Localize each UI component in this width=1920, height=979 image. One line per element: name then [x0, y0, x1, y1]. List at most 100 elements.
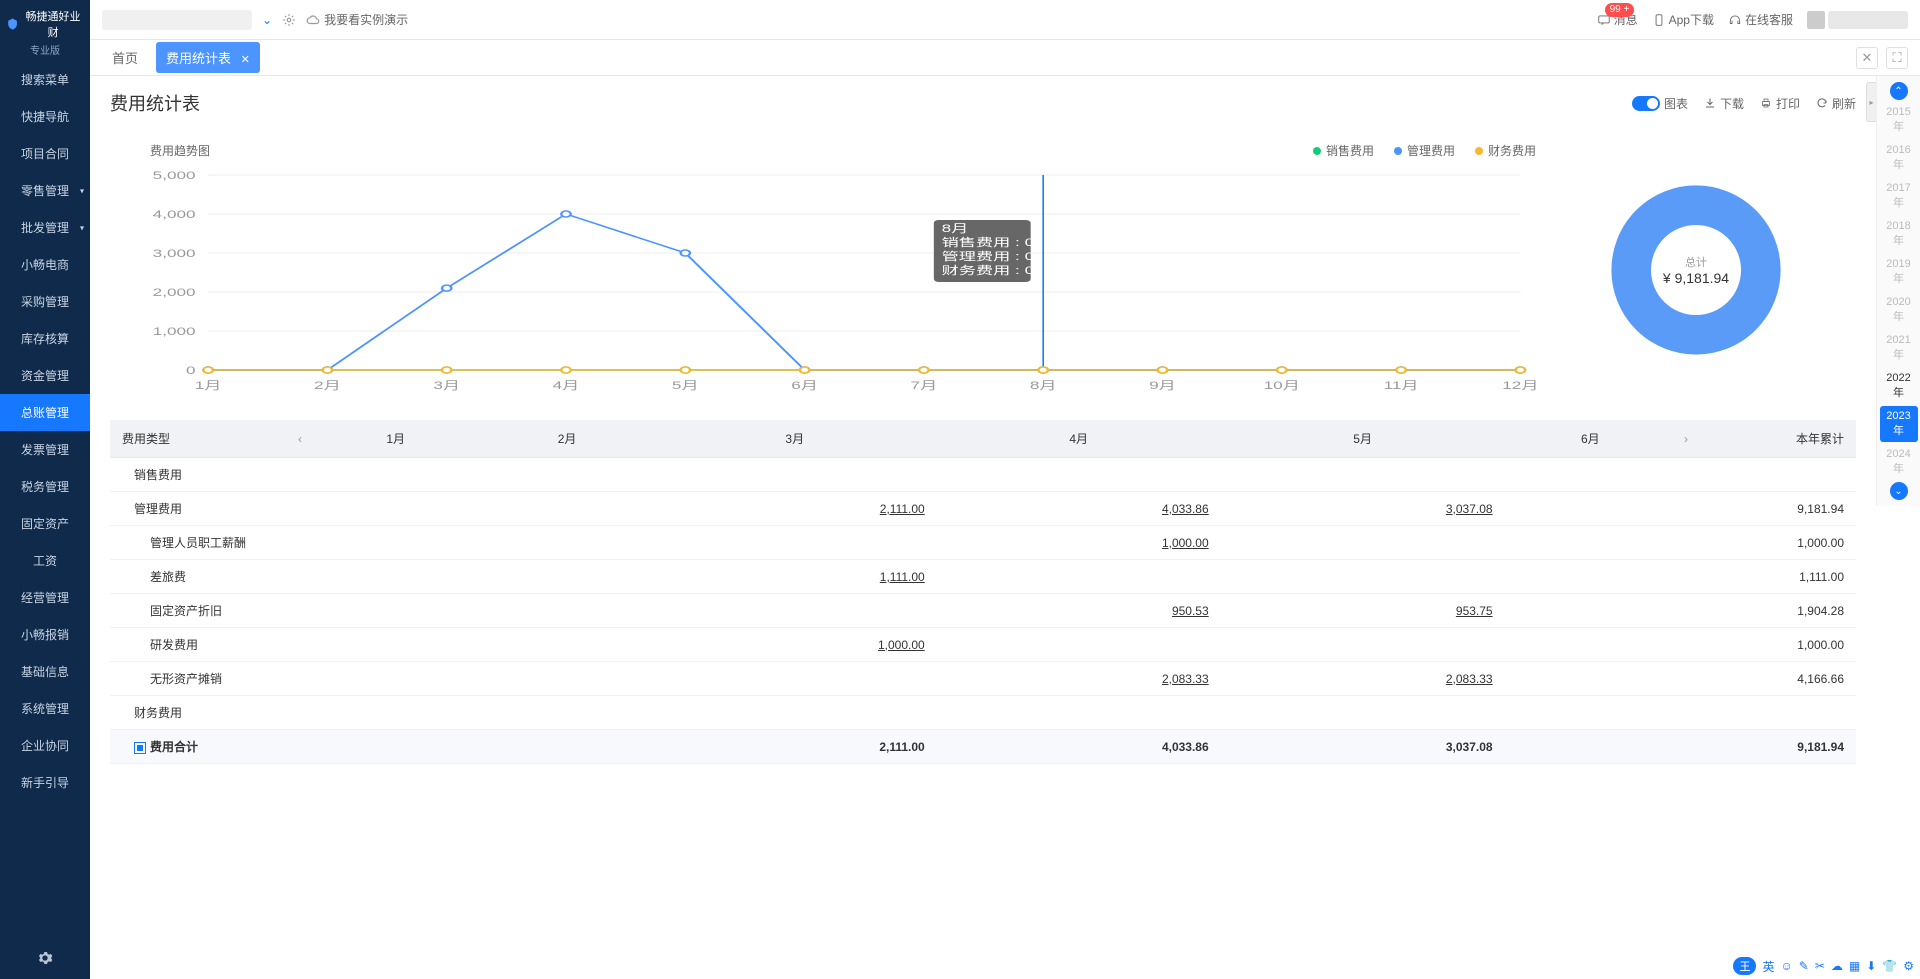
row-total: 1,000.00 — [1676, 628, 1856, 662]
topbar: ⌄ 我要看实例演示 99 + 消息 App下载 — [90, 0, 1920, 40]
cell-value[interactable]: 950.53 — [937, 594, 1221, 628]
svg-text:5月: 5月 — [672, 380, 699, 392]
svg-text:0: 0 — [186, 365, 196, 377]
year-option[interactable]: 2023年 — [1880, 406, 1918, 442]
page-title: 费用统计表 — [110, 90, 200, 116]
svg-text:销售费用 : 0: 销售费用 : 0 — [942, 236, 1034, 249]
sidebar-item[interactable]: 库存核算 — [0, 320, 90, 357]
print-icon — [1760, 97, 1772, 109]
refresh-icon — [1816, 97, 1828, 109]
sidebar-item[interactable]: 税务管理 — [0, 468, 90, 505]
chevron-down-icon[interactable]: ⌄ — [262, 13, 272, 27]
sidebar-item[interactable]: 快捷导航 — [0, 98, 90, 135]
year-option[interactable]: 2018年 — [1880, 216, 1918, 252]
sidebar-item[interactable]: 资金管理 — [0, 357, 90, 394]
svg-text:财务费用 : 0: 财务费用 : 0 — [942, 264, 1034, 277]
cell-value[interactable]: 1,000.00 — [653, 628, 937, 662]
rail-collapse-handle[interactable]: ▸ — [1866, 82, 1876, 122]
sidebar-item[interactable]: 搜索菜单 — [0, 61, 90, 98]
sidebar-item[interactable]: 企业协同 — [0, 727, 90, 764]
tab-expense-report[interactable]: 费用统计表 ✕ — [156, 42, 260, 73]
cell-value[interactable]: 1,000.00 — [937, 526, 1221, 560]
cell-value[interactable]: 2,083.33 — [1221, 662, 1505, 696]
cell-value — [1505, 628, 1676, 662]
sidebar-item[interactable]: 批发管理▾ — [0, 209, 90, 246]
cell-value — [481, 628, 652, 662]
tray-shirt-icon[interactable]: 👕 — [1882, 959, 1897, 973]
app-download-button[interactable]: App下载 — [1652, 11, 1714, 28]
refresh-button[interactable]: 刷新 — [1816, 95, 1856, 112]
prev-months-button[interactable]: ‹ — [298, 432, 302, 446]
total-label: 费用合计 — [110, 730, 310, 764]
year-option[interactable]: 2015年 — [1880, 102, 1918, 138]
sidebar-item[interactable]: 小畅报销 — [0, 616, 90, 653]
cell-value[interactable]: 953.75 — [1221, 594, 1505, 628]
svg-text:10月: 10月 — [1264, 380, 1300, 392]
sidebar-item[interactable]: 发票管理 — [0, 431, 90, 468]
tray-cloud-icon[interactable]: ☁ — [1831, 959, 1843, 973]
cell-value — [653, 696, 937, 730]
legend-item[interactable]: 管理费用 — [1394, 142, 1455, 159]
ime-pill-icon[interactable]: 王 — [1733, 957, 1756, 975]
fullscreen-button[interactable]: ⛶ — [1886, 47, 1908, 69]
messages-button[interactable]: 99 + 消息 — [1597, 11, 1638, 28]
cell-value[interactable]: 3,037.08 — [1221, 492, 1505, 526]
tray-scissors-icon[interactable]: ✂ — [1815, 959, 1825, 973]
year-option[interactable]: 2017年 — [1880, 178, 1918, 214]
sidebar-item[interactable]: 经营管理 — [0, 579, 90, 616]
cell-value[interactable]: 2,083.33 — [937, 662, 1221, 696]
download-button[interactable]: 下载 — [1704, 95, 1744, 112]
tray-gear-icon[interactable]: ⚙ — [1903, 959, 1914, 973]
cell-value — [1505, 492, 1676, 526]
row-total — [1676, 696, 1856, 730]
year-option[interactable]: 2019年 — [1880, 254, 1918, 290]
sidebar-item[interactable]: 基础信息 — [0, 653, 90, 690]
close-all-button[interactable]: ✕ — [1856, 47, 1878, 69]
ime-lang[interactable]: 英 — [1762, 958, 1774, 975]
cell-value — [937, 458, 1221, 492]
cell-value — [310, 594, 481, 628]
tray-down-icon[interactable]: ⬇ — [1866, 959, 1876, 973]
sidebar-item[interactable]: 系统管理 — [0, 690, 90, 727]
year-down-button[interactable]: ⌄ — [1890, 482, 1908, 500]
table-row: 销售费用 — [110, 458, 1856, 492]
org-selector[interactable] — [102, 10, 252, 30]
sidebar-item[interactable]: 零售管理▾ — [0, 172, 90, 209]
sidebar-item[interactable]: 项目合同 — [0, 135, 90, 172]
year-option[interactable]: 2016年 — [1880, 140, 1918, 176]
year-up-button[interactable]: ⌃ — [1890, 82, 1908, 100]
donut-label: 总计 — [1663, 254, 1729, 270]
settings-icon[interactable] — [37, 950, 53, 966]
cell-value[interactable]: 2,111.00 — [653, 492, 937, 526]
charts-panel: 费用趋势图 销售费用管理费用财务费用 01,0002,0003,0004,000… — [110, 126, 1856, 408]
print-button[interactable]: 打印 — [1760, 95, 1800, 112]
sidebar-item[interactable]: 固定资产 — [0, 505, 90, 542]
sidebar-item[interactable]: 工资 — [0, 542, 90, 579]
sidebar-item[interactable]: 采购管理 — [0, 283, 90, 320]
cell-value[interactable]: 4,033.86 — [937, 492, 1221, 526]
year-option[interactable]: 2020年 — [1880, 292, 1918, 328]
table-total-row: 费用合计2,111.004,033.863,037.089,181.94 — [110, 730, 1856, 764]
sidebar-item[interactable]: 小畅电商 — [0, 246, 90, 283]
chart-toggle[interactable]: 图表 — [1632, 95, 1688, 112]
gear-icon[interactable] — [282, 13, 296, 27]
demo-link[interactable]: 我要看实例演示 — [306, 11, 408, 28]
tray-edit-icon[interactable]: ✎ — [1799, 959, 1809, 973]
table-header: 6月 — [1505, 420, 1676, 458]
tray-grid-icon[interactable]: ▦ — [1849, 959, 1860, 973]
legend-item[interactable]: 销售费用 — [1313, 142, 1374, 159]
sidebar-item[interactable]: 总账管理 — [0, 394, 90, 431]
cell-value[interactable]: 1,111.00 — [653, 560, 937, 594]
sidebar-item[interactable]: 新手引导 — [0, 764, 90, 801]
year-option[interactable]: 2022年 — [1880, 368, 1918, 404]
year-option[interactable]: 2024年 — [1880, 444, 1918, 480]
tray-smile-icon[interactable]: ☺ — [1780, 959, 1792, 973]
close-icon[interactable]: ✕ — [241, 54, 250, 66]
support-button[interactable]: 在线客服 — [1728, 11, 1793, 28]
user-menu[interactable] — [1807, 11, 1908, 29]
next-months-button[interactable]: › — [1684, 432, 1688, 446]
year-option[interactable]: 2021年 — [1880, 330, 1918, 366]
tab-home[interactable]: 首页 — [102, 42, 148, 73]
legend-item[interactable]: 财务费用 — [1475, 142, 1536, 159]
row-total: 9,181.94 — [1676, 492, 1856, 526]
